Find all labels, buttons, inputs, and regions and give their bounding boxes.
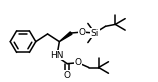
Text: Si: Si [91,29,99,37]
Text: HN: HN [50,51,63,60]
Text: O: O [75,58,82,67]
Text: O: O [79,28,85,37]
Polygon shape [59,32,72,42]
Text: O: O [64,71,71,80]
